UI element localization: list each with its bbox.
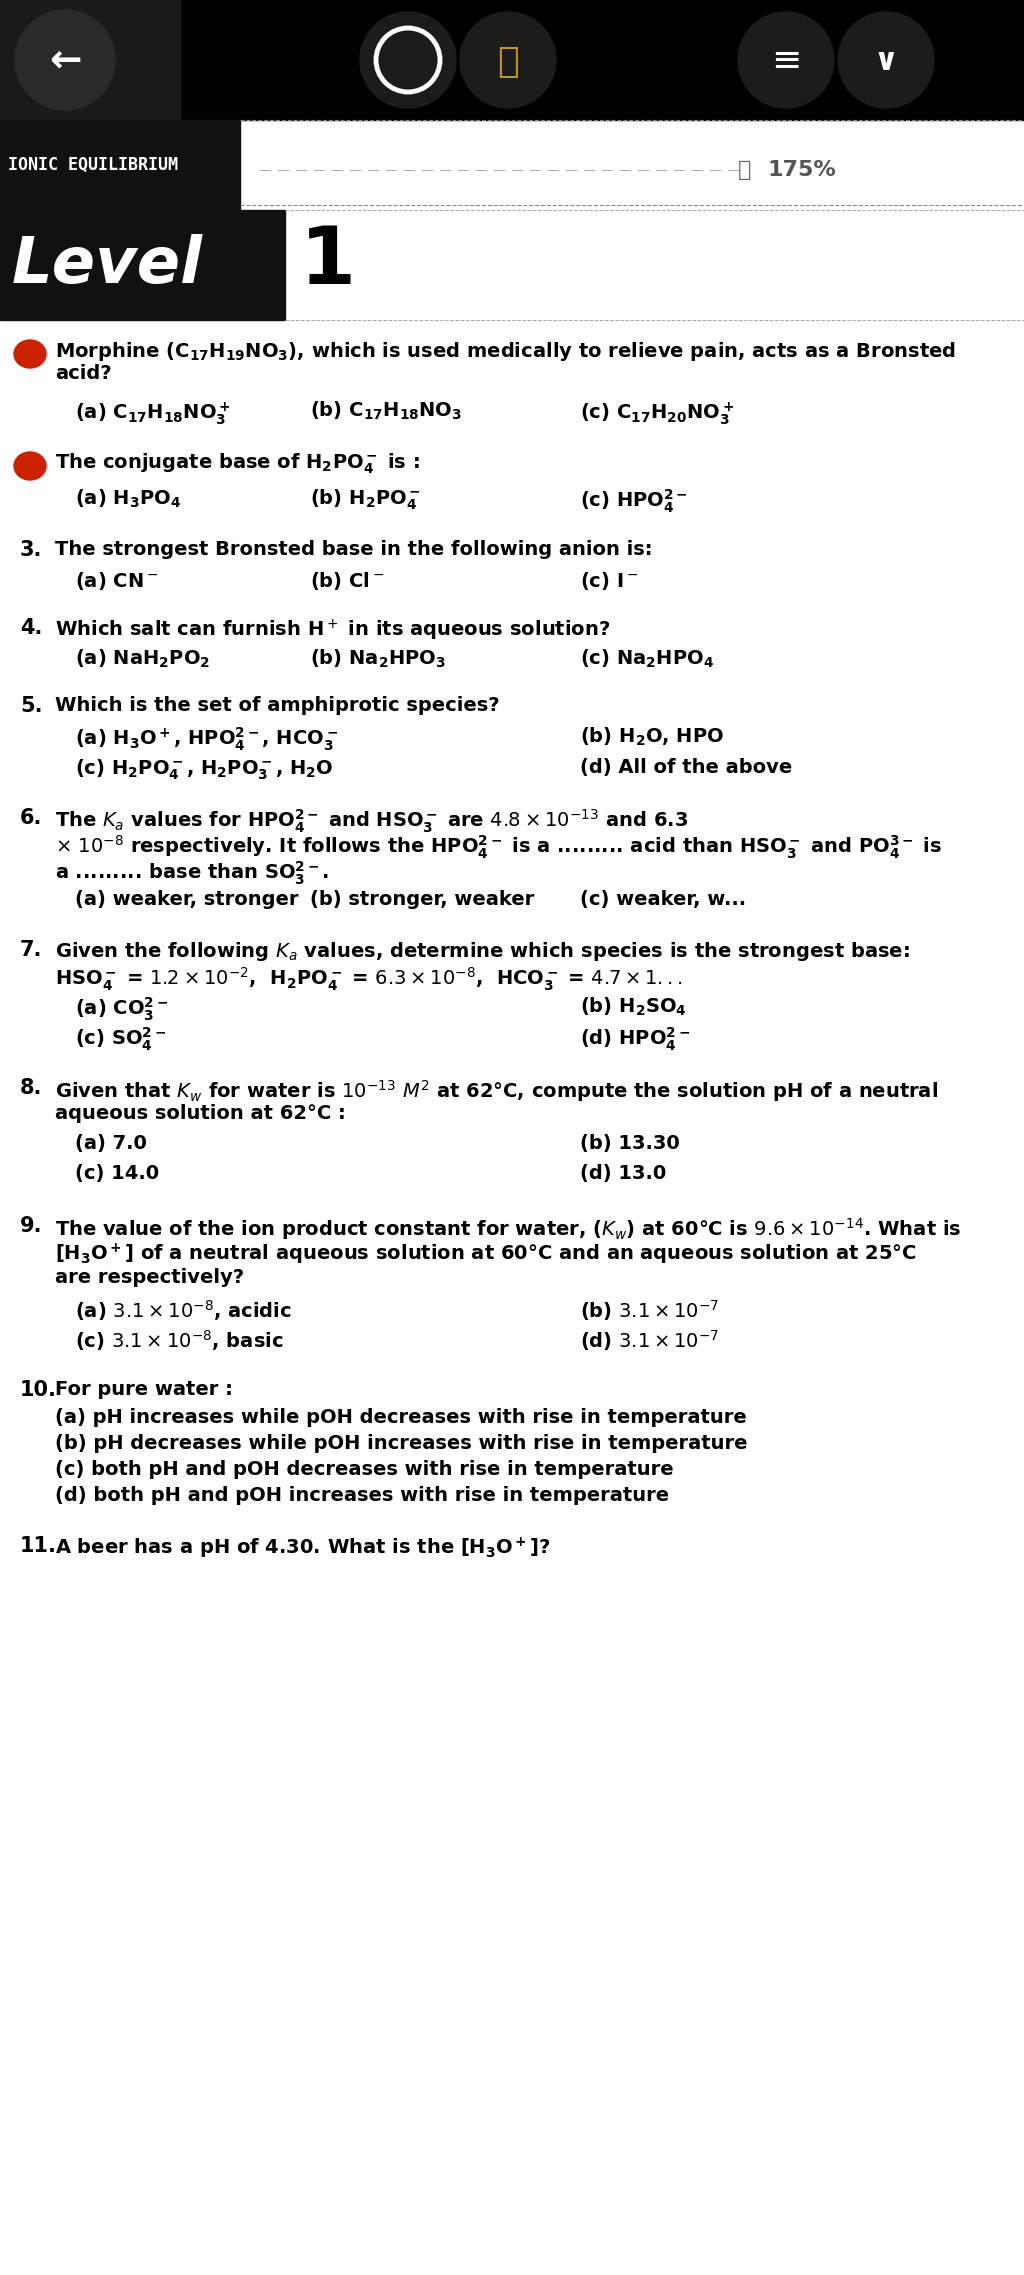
Text: (c) $\mathregular{SO_4^{2-}}$: (c) $\mathregular{SO_4^{2-}}$ xyxy=(75,1026,166,1053)
Ellipse shape xyxy=(14,453,46,480)
Text: (b) $\mathregular{H_2SO_4}$: (b) $\mathregular{H_2SO_4}$ xyxy=(580,996,687,1019)
Text: Morphine ($\mathregular{C_{17}H_{19}NO_3}$), which is used medically to relieve : Morphine ($\mathregular{C_{17}H_{19}NO_3… xyxy=(55,339,955,364)
Text: (d) All of the above: (d) All of the above xyxy=(580,758,793,778)
Text: (a) CN$^-$: (a) CN$^-$ xyxy=(75,571,159,592)
Text: ∨: ∨ xyxy=(873,48,898,77)
Text: (b) pH decreases while pOH increases with rise in temperature: (b) pH decreases while pOH increases wit… xyxy=(55,1433,748,1454)
Text: 🔒: 🔒 xyxy=(738,159,752,180)
Bar xyxy=(0,121,240,209)
Text: (d) $\mathregular{HPO_4^{2-}}$: (d) $\mathregular{HPO_4^{2-}}$ xyxy=(580,1026,690,1053)
Text: $\mathregular{HSO_4^-}$ = $1.2 \times 10^{-2}$,  $\mathregular{H_2PO_4^-}$ = $6.: $\mathregular{HSO_4^-}$ = $1.2 \times 10… xyxy=(55,967,683,994)
Text: (a) $\mathregular{NaH_2PO_2}$: (a) $\mathregular{NaH_2PO_2}$ xyxy=(75,648,210,671)
Text: A beer has a pH of 4.30. What is the [$\mathregular{H_3O^+}$]?: A beer has a pH of 4.30. What is the [$\… xyxy=(55,1536,551,1561)
Ellipse shape xyxy=(14,339,46,369)
Circle shape xyxy=(738,11,834,107)
Text: The $K_a$ values for $\mathregular{HPO_4^{2-}}$ and $\mathregular{HSO_3^-}$ are : The $K_a$ values for $\mathregular{HPO_4… xyxy=(55,808,688,835)
Text: 10.: 10. xyxy=(20,1381,57,1399)
Text: (a) $3.1 \times 10^{-8}$, acidic: (a) $3.1 \times 10^{-8}$, acidic xyxy=(75,1299,292,1322)
Text: ≡: ≡ xyxy=(771,43,801,77)
Text: 9.: 9. xyxy=(20,1217,43,1235)
Circle shape xyxy=(360,11,456,107)
Circle shape xyxy=(15,9,115,109)
Text: (a) $\mathregular{CO_3^{2-}}$: (a) $\mathregular{CO_3^{2-}}$ xyxy=(75,996,168,1024)
Text: [$\mathregular{H_3O^+}$] of a neutral aqueous solution at 60°C and an aqueous so: [$\mathregular{H_3O^+}$] of a neutral aq… xyxy=(55,1242,916,1267)
Text: (a) $\mathregular{H_3PO_4}$: (a) $\mathregular{H_3PO_4}$ xyxy=(75,489,181,510)
Text: 6.: 6. xyxy=(20,808,42,828)
Text: Level: Level xyxy=(12,234,203,296)
Text: (d) $3.1 \times 10^{-7}$: (d) $3.1 \times 10^{-7}$ xyxy=(580,1329,720,1354)
Text: (b) $\mathregular{H_2O}$, HPO: (b) $\mathregular{H_2O}$, HPO xyxy=(580,726,724,748)
Circle shape xyxy=(460,11,556,107)
Text: ꭙ: ꭙ xyxy=(498,46,519,80)
Text: 11.: 11. xyxy=(20,1536,57,1556)
Text: The strongest Bronsted base in the following anion is:: The strongest Bronsted base in the follo… xyxy=(55,539,652,560)
Text: IONIC EQUILIBRIUM: IONIC EQUILIBRIUM xyxy=(8,157,178,173)
Text: (b) $\mathregular{Na_2HPO_3}$: (b) $\mathregular{Na_2HPO_3}$ xyxy=(310,648,446,671)
Bar xyxy=(0,209,285,321)
Text: (c) $\mathregular{Na_2HPO_4}$: (c) $\mathregular{Na_2HPO_4}$ xyxy=(580,648,714,671)
Text: (a) $\mathregular{H_3O^+}$, $\mathregular{HPO_4^{2-}}$, $\mathregular{HCO_3^-}$: (a) $\mathregular{H_3O^+}$, $\mathregula… xyxy=(75,726,338,753)
Text: (c) both pH and pOH decreases with rise in temperature: (c) both pH and pOH decreases with rise … xyxy=(55,1461,674,1479)
Text: 8.: 8. xyxy=(20,1078,42,1099)
Text: 5.: 5. xyxy=(20,696,43,717)
Text: (b) stronger, weaker: (b) stronger, weaker xyxy=(310,890,535,910)
Text: 7.: 7. xyxy=(20,940,42,960)
Text: Which salt can furnish H$^+$ in its aqueous solution?: Which salt can furnish H$^+$ in its aque… xyxy=(55,619,610,644)
Text: (c) 14.0: (c) 14.0 xyxy=(75,1165,159,1183)
Text: (d) both pH and pOH increases with rise in temperature: (d) both pH and pOH increases with rise … xyxy=(55,1486,669,1506)
Text: (b) Cl$^-$: (b) Cl$^-$ xyxy=(310,571,384,592)
Text: 4.: 4. xyxy=(20,619,42,637)
Text: The conjugate base of $\mathregular{H_2PO_4^-}$ is :: The conjugate base of $\mathregular{H_2P… xyxy=(55,453,420,475)
Text: (c) $\mathregular{HPO_4^{2-}}$: (c) $\mathregular{HPO_4^{2-}}$ xyxy=(580,489,688,516)
Text: acid?: acid? xyxy=(55,364,112,382)
Text: (c) $\mathregular{H_2PO_4^-}$, $\mathregular{H_2PO_3^-}$, $\mathregular{H_2O}$: (c) $\mathregular{H_2PO_4^-}$, $\mathreg… xyxy=(75,758,334,783)
Text: Given the following $K_a$ values, determine which species is the strongest base:: Given the following $K_a$ values, determ… xyxy=(55,940,909,962)
Text: (d) 13.0: (d) 13.0 xyxy=(580,1165,667,1183)
Text: The value of the ion product constant for water, ($K_w$) at 60°C is $9.6 \times : The value of the ion product constant fo… xyxy=(55,1217,962,1242)
Text: 1: 1 xyxy=(300,223,356,300)
Text: (a) $\mathregular{C_{17}H_{18}NO_3^+}$: (a) $\mathregular{C_{17}H_{18}NO_3^+}$ xyxy=(75,400,230,428)
Circle shape xyxy=(838,11,934,107)
Text: (b) $\mathregular{C_{17}H_{18}NO_3}$: (b) $\mathregular{C_{17}H_{18}NO_3}$ xyxy=(310,400,462,423)
Text: (b) 13.30: (b) 13.30 xyxy=(580,1133,680,1153)
Text: (a) 7.0: (a) 7.0 xyxy=(75,1133,146,1153)
Text: (c) weaker, w...: (c) weaker, w... xyxy=(580,890,746,910)
Bar xyxy=(0,0,1024,121)
Text: aqueous solution at 62°C :: aqueous solution at 62°C : xyxy=(55,1103,346,1124)
Text: (b) $3.1 \times 10^{-7}$: (b) $3.1 \times 10^{-7}$ xyxy=(580,1299,720,1322)
Text: Which is the set of amphiprotic species?: Which is the set of amphiprotic species? xyxy=(55,696,500,714)
Text: (c) $\mathregular{C_{17}H_{20}NO_3^+}$: (c) $\mathregular{C_{17}H_{20}NO_3^+}$ xyxy=(580,400,734,428)
Text: (b) $\mathregular{H_2PO_4^-}$: (b) $\mathregular{H_2PO_4^-}$ xyxy=(310,489,421,512)
Text: ←: ← xyxy=(49,41,81,80)
Text: For pure water :: For pure water : xyxy=(55,1381,232,1399)
Text: 175%: 175% xyxy=(768,159,837,180)
Text: (a) weaker, stronger: (a) weaker, stronger xyxy=(75,890,299,910)
Text: (a) pH increases while pOH decreases with rise in temperature: (a) pH increases while pOH decreases wit… xyxy=(55,1408,746,1426)
Text: (c) I$^-$: (c) I$^-$ xyxy=(580,571,638,592)
Text: $\times\ 10^{-8}$ respectively. It follows the $\mathregular{HPO_4^{2-}}$ is a .: $\times\ 10^{-8}$ respectively. It follo… xyxy=(55,835,942,862)
Text: are respectively?: are respectively? xyxy=(55,1267,244,1288)
Text: a ......... base than $\mathregular{SO_3^{2-}}$.: a ......... base than $\mathregular{SO_3… xyxy=(55,860,329,887)
Text: 3.: 3. xyxy=(20,539,42,560)
Text: (c) $3.1 \times 10^{-8}$, basic: (c) $3.1 \times 10^{-8}$, basic xyxy=(75,1329,284,1354)
Bar xyxy=(0,0,180,121)
Text: Given that $K_w$ for water is $10^{-13}\ M^2$ at 62°C, compute the solution pH o: Given that $K_w$ for water is $10^{-13}\… xyxy=(55,1078,938,1103)
